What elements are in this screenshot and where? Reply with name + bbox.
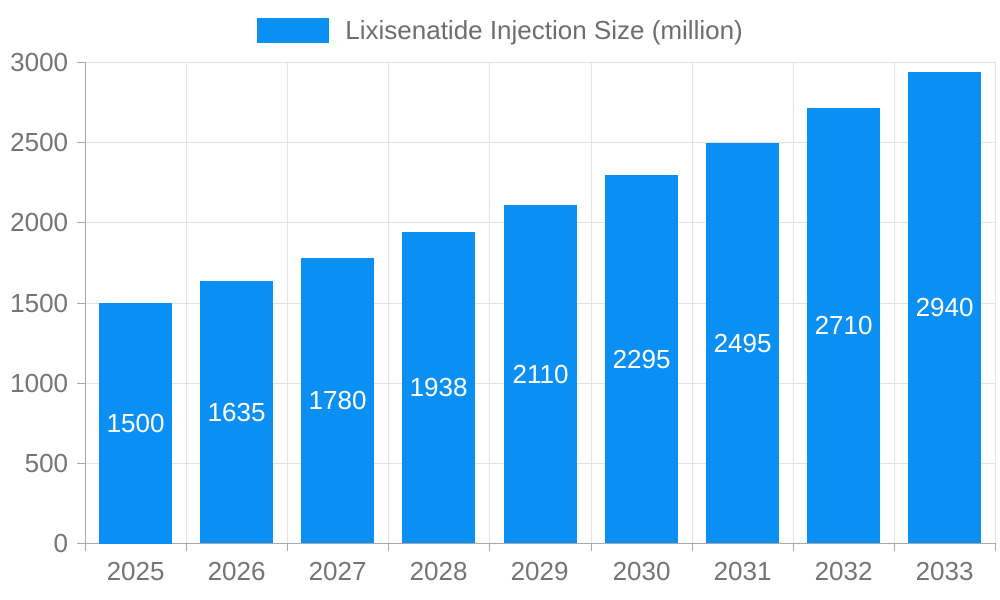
gridline-x-5 bbox=[591, 62, 592, 543]
y-tick-label: 1000 bbox=[10, 368, 68, 398]
x-tick-label-2025: 2025 bbox=[106, 556, 165, 586]
x-tick bbox=[591, 543, 592, 551]
gridline-x-1 bbox=[186, 62, 187, 543]
gridline-x-2 bbox=[287, 62, 288, 543]
bar-2029: 2110 bbox=[504, 205, 577, 543]
bar-value-label: 2110 bbox=[512, 358, 569, 389]
legend-item[interactable]: Lixisenatide Injection Size (million) bbox=[0, 15, 1000, 45]
bar-2031: 2495 bbox=[706, 143, 779, 543]
y-tick bbox=[77, 303, 85, 304]
x-tick bbox=[793, 543, 794, 551]
y-tick-label: 2500 bbox=[10, 127, 68, 157]
y-tick-label: 500 bbox=[24, 448, 68, 478]
gridline-x-7 bbox=[793, 62, 794, 543]
x-tick-label-2029: 2029 bbox=[510, 556, 569, 586]
x-tick-label-2032: 2032 bbox=[814, 556, 873, 586]
bar-2027: 1780 bbox=[301, 258, 374, 543]
y-tick-label: 2000 bbox=[10, 207, 68, 237]
bar-2030: 2295 bbox=[605, 175, 678, 543]
gridline-x-3 bbox=[388, 62, 389, 543]
bar-value-label: 2710 bbox=[814, 310, 873, 340]
x-tick bbox=[995, 543, 996, 551]
bar-2028: 1938 bbox=[402, 232, 475, 543]
x-tick bbox=[894, 543, 895, 551]
bar-value-label: 2495 bbox=[713, 327, 772, 358]
gridline-x-9 bbox=[995, 62, 996, 543]
x-tick bbox=[388, 543, 389, 551]
x-tick bbox=[489, 543, 490, 551]
y-tick bbox=[77, 222, 85, 223]
gridline-x-8 bbox=[894, 62, 895, 543]
x-tick bbox=[85, 543, 86, 551]
legend-swatch-icon bbox=[257, 17, 330, 43]
y-tick bbox=[77, 543, 85, 544]
x-axis-line bbox=[77, 543, 995, 544]
y-axis-line bbox=[85, 62, 86, 551]
y-tick-label: 0 bbox=[53, 528, 68, 558]
y-tick bbox=[77, 142, 85, 143]
y-tick bbox=[77, 463, 85, 464]
y-tick-label: 3000 bbox=[10, 47, 68, 77]
bar-2026: 1635 bbox=[200, 281, 273, 543]
bar-value-label: 1938 bbox=[409, 372, 468, 402]
legend-label: Lixisenatide Injection Size (million) bbox=[345, 14, 743, 45]
x-tick-label-2027: 2027 bbox=[308, 556, 367, 586]
bar-2032: 2710 bbox=[807, 108, 880, 543]
x-tick-label-2028: 2028 bbox=[409, 556, 468, 586]
bar-value-label: 1500 bbox=[106, 408, 165, 438]
x-tick bbox=[692, 543, 693, 551]
y-tick-label: 1500 bbox=[10, 288, 68, 318]
y-tick bbox=[77, 383, 85, 384]
y-tick bbox=[77, 62, 85, 63]
x-tick bbox=[287, 543, 288, 551]
bar-value-label: 2295 bbox=[612, 343, 671, 374]
bar-value-label: 1635 bbox=[207, 396, 266, 427]
bar-2033: 2940 bbox=[908, 72, 981, 543]
bar-value-label: 1780 bbox=[308, 385, 367, 415]
bar-value-label: 2940 bbox=[915, 292, 974, 322]
x-tick-label-2030: 2030 bbox=[612, 556, 671, 586]
gridline-x-6 bbox=[692, 62, 693, 543]
x-tick bbox=[186, 543, 187, 551]
x-tick-label-2033: 2033 bbox=[915, 556, 974, 586]
gridline-x-4 bbox=[489, 62, 490, 543]
gridline-y-2500 bbox=[85, 142, 995, 143]
x-tick-label-2031: 2031 bbox=[713, 556, 772, 586]
gridline-y-3000 bbox=[85, 62, 995, 63]
x-tick-label-2026: 2026 bbox=[207, 556, 266, 586]
bar-2025: 1500 bbox=[99, 303, 172, 544]
